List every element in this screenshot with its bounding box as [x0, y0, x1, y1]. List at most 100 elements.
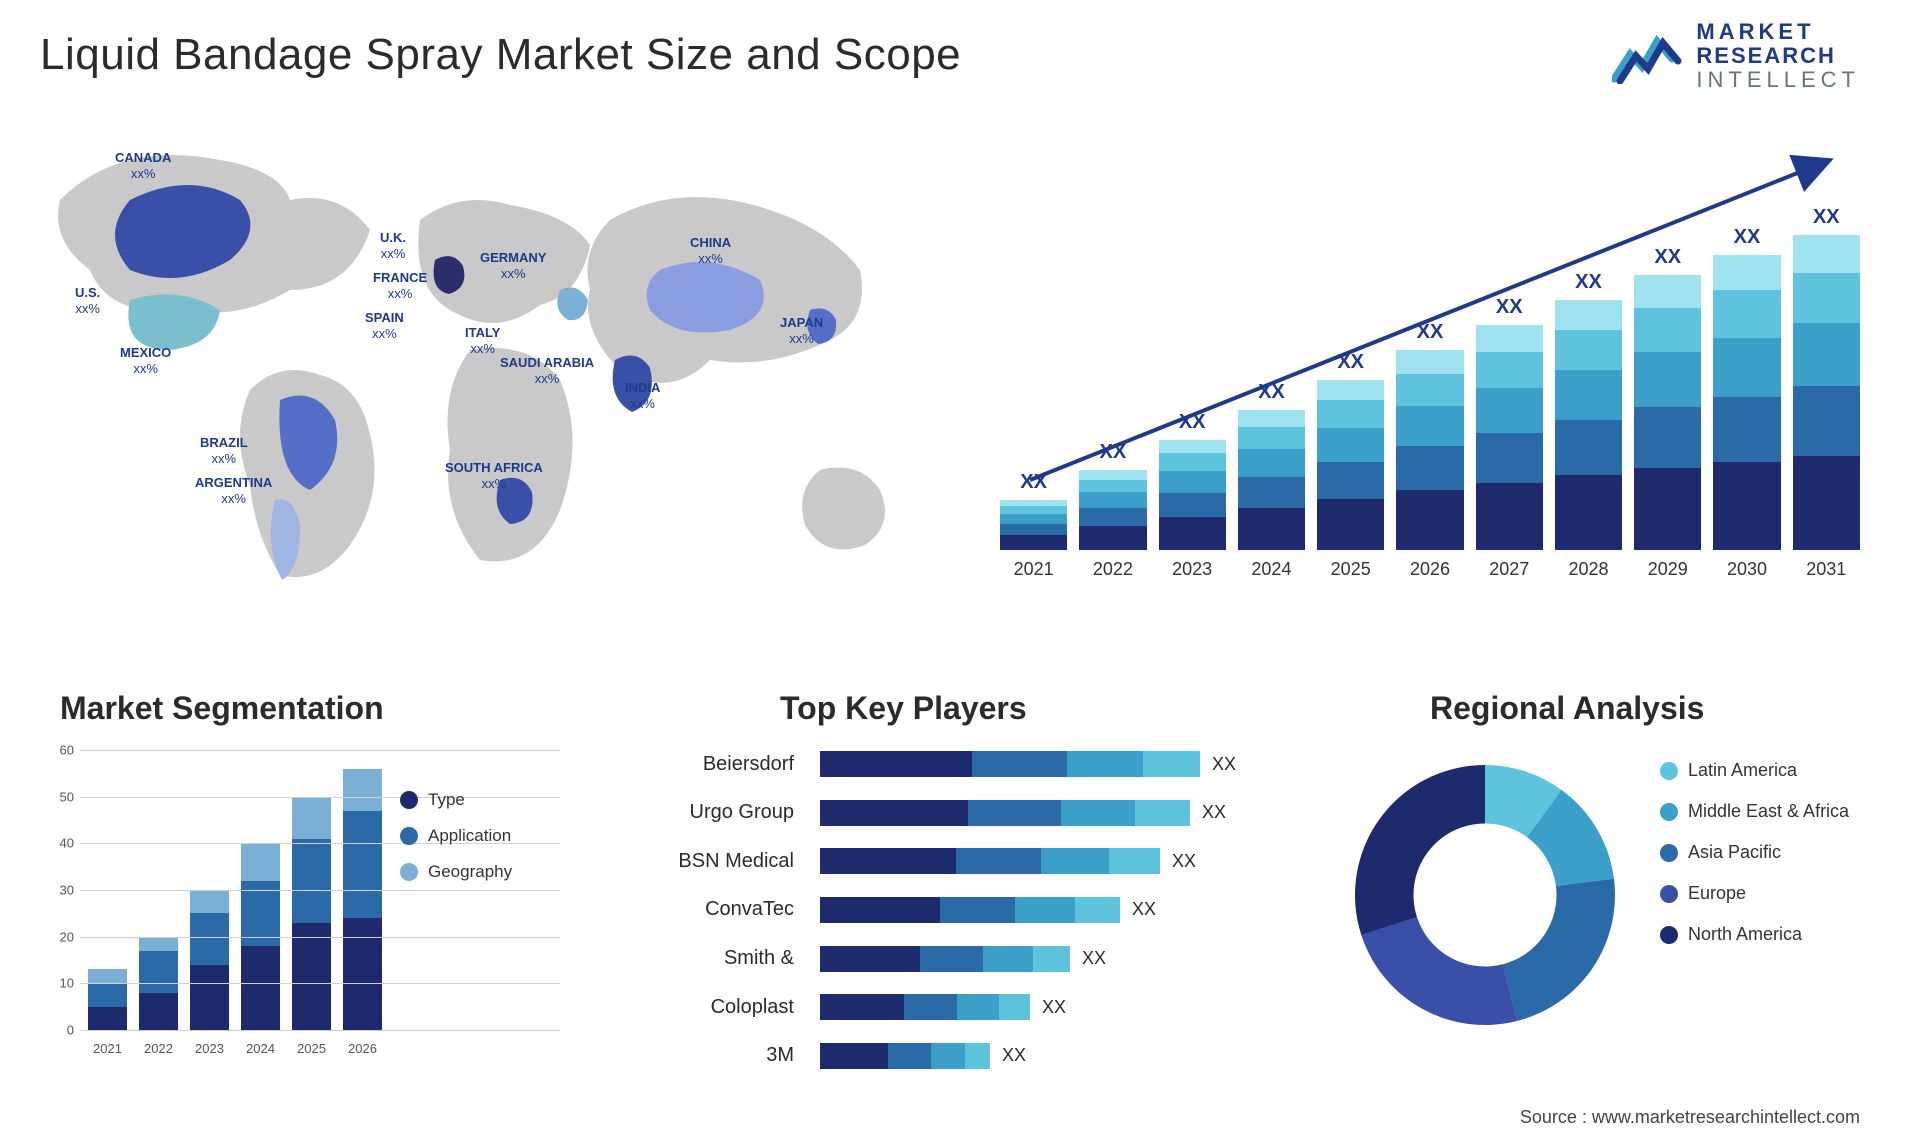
seg-ytick: 50: [60, 789, 74, 804]
player-row-6: XX: [820, 1043, 1300, 1069]
main-bar-value: XX: [1654, 246, 1681, 269]
seg-ytick: 60: [60, 743, 74, 758]
main-bar-year: 2023: [1159, 559, 1226, 580]
main-bar-value: XX: [1734, 226, 1761, 249]
brand-logo: MARKET RESEARCH INTELLECT: [1612, 20, 1860, 93]
player-value: XX: [1042, 997, 1066, 1018]
main-bar-year: 2029: [1634, 559, 1701, 580]
main-bar-year: 2022: [1079, 559, 1146, 580]
map-label-u-k-: U.K.xx%: [380, 230, 406, 261]
main-bar-2027: XX2027: [1476, 296, 1543, 550]
player-value: XX: [1082, 948, 1106, 969]
logo-line3: INTELLECT: [1696, 68, 1860, 92]
regional-legend-item: Asia Pacific: [1660, 842, 1890, 863]
regional-legend: Latin America Middle East & Africa Asia Pa…: [1660, 760, 1890, 965]
map-label-argentina: ARGENTINAxx%: [195, 475, 272, 506]
player-name: ConvaTec: [640, 898, 800, 921]
regional-donut: [1340, 750, 1630, 1040]
source-attribution: Source : www.marketresearchintellect.com: [1520, 1107, 1860, 1128]
main-bar-year: 2026: [1396, 559, 1463, 580]
page-title: Liquid Bandage Spray Market Size and Sco…: [40, 30, 961, 80]
segmentation-legend: Type Application Geography: [400, 790, 560, 898]
main-bar-2021: XX2021: [1000, 471, 1067, 550]
player-row-1: XX: [820, 800, 1300, 826]
segmentation-title: Market Segmentation: [60, 690, 384, 727]
map-label-saudi-arabia: SAUDI ARABIAxx%: [500, 355, 594, 386]
regional-title: Regional Analysis: [1430, 690, 1704, 727]
player-name: Coloplast: [640, 996, 800, 1019]
seg-legend-item: Application: [400, 826, 560, 846]
player-value: XX: [1002, 1045, 1026, 1066]
main-bar-value: XX: [1258, 381, 1285, 404]
player-name: 3M: [640, 1044, 800, 1067]
main-bar-value: XX: [1337, 351, 1364, 374]
player-row-2: XX: [820, 848, 1300, 874]
seg-bar-2026: 2026: [343, 769, 382, 1030]
main-bar-2031: XX2031: [1793, 206, 1860, 550]
world-map: CANADAxx% U.S.xx% MEXICOxx% BRAZILxx% ARGENT…: [20, 130, 940, 620]
main-bar-year: 2031: [1793, 559, 1860, 580]
main-bar-year: 2021: [1000, 559, 1067, 580]
player-name: Urgo Group: [640, 801, 800, 824]
main-bar-2024: XX2024: [1238, 381, 1305, 550]
player-value: XX: [1172, 851, 1196, 872]
map-label-india: INDIAxx%: [625, 380, 660, 411]
donut-slice: [1503, 879, 1615, 1021]
main-bar-value: XX: [1813, 206, 1840, 229]
player-row-3: XX: [820, 897, 1300, 923]
player-row-5: XX: [820, 994, 1300, 1020]
main-bar-2028: XX2028: [1555, 271, 1622, 550]
main-bar-value: XX: [1496, 296, 1523, 319]
players-title: Top Key Players: [780, 690, 1027, 727]
main-bar-2023: XX2023: [1159, 411, 1226, 550]
main-bar-2026: XX2026: [1396, 321, 1463, 550]
regional-legend-item: Europe: [1660, 883, 1890, 904]
logo-line2: RESEARCH: [1696, 44, 1860, 68]
seg-ytick: 0: [67, 1023, 74, 1038]
player-row-4: XX: [820, 946, 1300, 972]
main-bar-year: 2024: [1238, 559, 1305, 580]
map-label-france: FRANCExx%: [373, 270, 427, 301]
main-bar-year: 2025: [1317, 559, 1384, 580]
regional-legend-item: Middle East & Africa: [1660, 801, 1890, 822]
main-bar-value: XX: [1179, 411, 1206, 434]
seg-ytick: 20: [60, 929, 74, 944]
seg-legend-item: Type: [400, 790, 560, 810]
logo-mark-icon: [1612, 29, 1682, 84]
seg-legend-item: Geography: [400, 862, 560, 882]
map-label-u-s-: U.S.xx%: [75, 285, 100, 316]
logo-line1: MARKET: [1696, 20, 1860, 44]
seg-bar-2021: 2021: [88, 969, 127, 1030]
seg-ytick: 10: [60, 976, 74, 991]
main-bar-value: XX: [1020, 471, 1047, 494]
seg-year: 2022: [139, 1041, 178, 1056]
player-row-0: XX: [820, 751, 1300, 777]
map-label-canada: CANADAxx%: [115, 150, 171, 181]
main-bar-2030: XX2030: [1713, 226, 1780, 550]
regional-legend-item: Latin America: [1660, 760, 1890, 781]
map-label-japan: JAPANxx%: [780, 315, 823, 346]
seg-year: 2025: [292, 1041, 331, 1056]
main-bar-year: 2027: [1476, 559, 1543, 580]
main-bar-year: 2030: [1713, 559, 1780, 580]
player-name: Smith &: [640, 947, 800, 970]
map-label-mexico: MEXICOxx%: [120, 345, 171, 376]
map-label-south-africa: SOUTH AFRICAxx%: [445, 460, 543, 491]
seg-ytick: 30: [60, 883, 74, 898]
seg-bar-2023: 2023: [190, 890, 229, 1030]
map-label-brazil: BRAZILxx%: [200, 435, 248, 466]
main-bar-2029: XX2029: [1634, 246, 1701, 550]
map-label-spain: SPAINxx%: [365, 310, 404, 341]
seg-ytick: 40: [60, 836, 74, 851]
main-bar-year: 2028: [1555, 559, 1622, 580]
seg-year: 2021: [88, 1041, 127, 1056]
seg-year: 2026: [343, 1041, 382, 1056]
donut-slice: [1361, 917, 1517, 1025]
player-value: XX: [1132, 899, 1156, 920]
main-bar-value: XX: [1575, 271, 1602, 294]
main-growth-chart: XX2021XX2022XX2023XX2024XX2025XX2026XX20…: [1000, 140, 1860, 590]
main-bar-2022: XX2022: [1079, 441, 1146, 550]
main-bar-2025: XX2025: [1317, 351, 1384, 550]
player-name: BSN Medical: [640, 850, 800, 873]
seg-year: 2023: [190, 1041, 229, 1056]
